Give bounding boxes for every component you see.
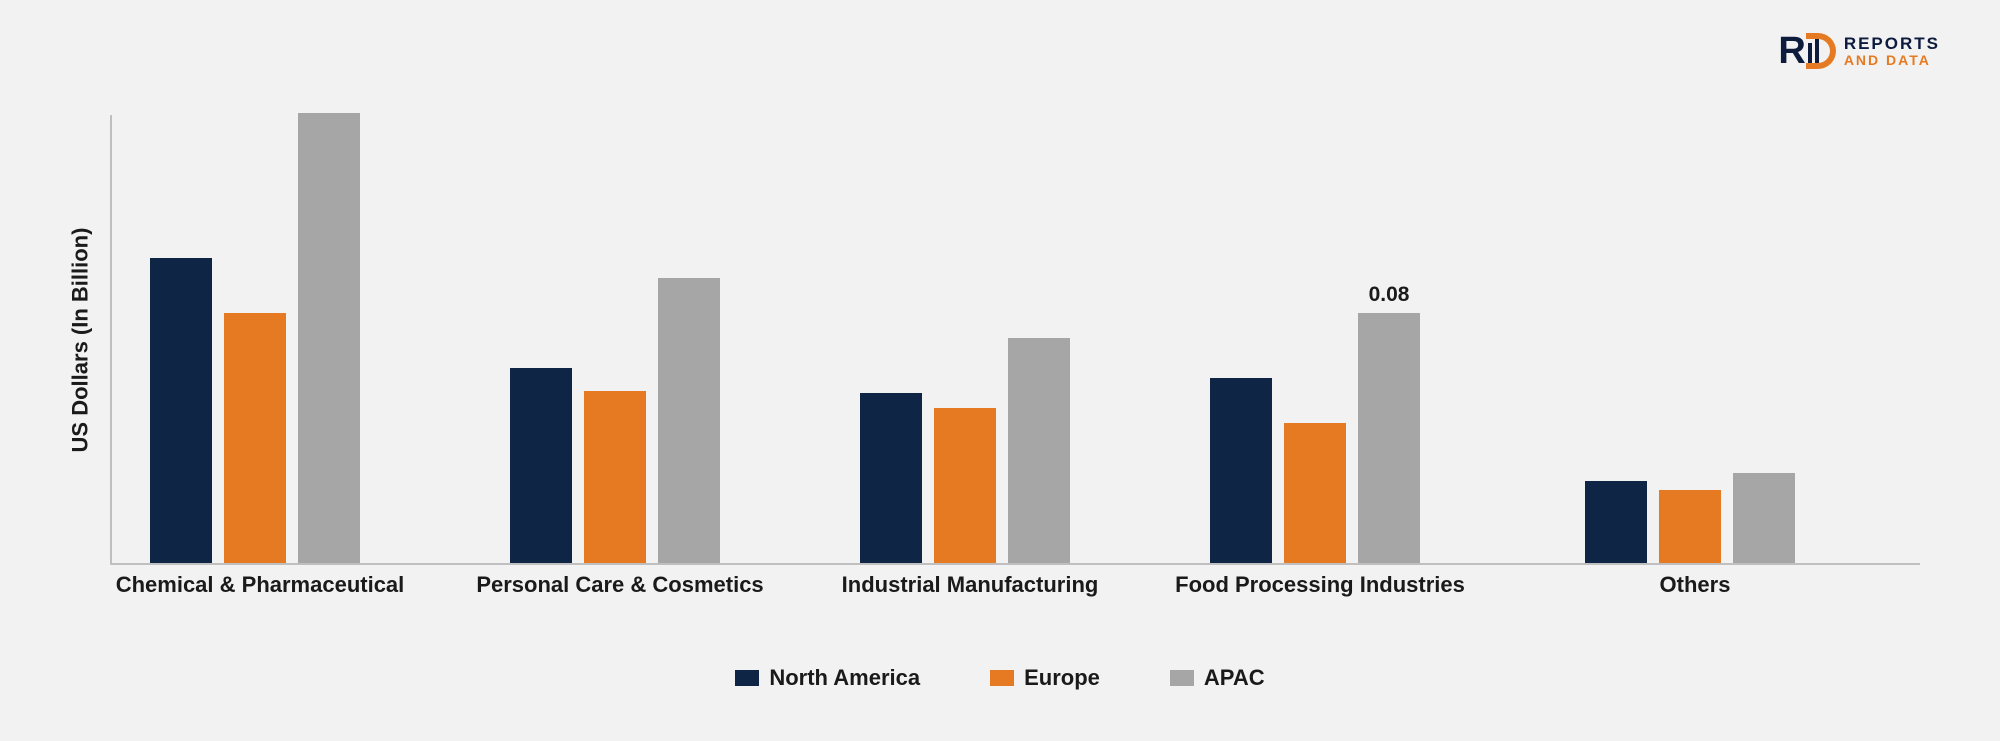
legend-item: North America	[735, 665, 920, 691]
bar	[934, 408, 996, 563]
legend-item: Europe	[990, 665, 1100, 691]
bar	[584, 391, 646, 563]
bar	[1659, 490, 1721, 563]
x-axis-category-label: Chemical & Pharmaceutical	[116, 572, 405, 598]
bar	[1210, 378, 1272, 563]
logo-text: REPORTS AND DATA	[1844, 35, 1940, 68]
y-axis-label: US Dollars (In Billion)	[60, 115, 100, 565]
legend-label: APAC	[1204, 665, 1265, 691]
legend-label: North America	[769, 665, 920, 691]
legend-swatch	[990, 670, 1014, 686]
brand-logo: R REPORTS AND DATA	[1778, 32, 1940, 70]
bar	[298, 113, 360, 563]
bar-group: 0.08	[1210, 313, 1420, 563]
logo-d-glyph	[1806, 33, 1836, 69]
bar-group	[860, 338, 1070, 563]
bar: 0.08	[1358, 313, 1420, 563]
bar	[510, 368, 572, 563]
x-axis-category-label: Industrial Manufacturing	[842, 572, 1099, 598]
logo-r-glyph: R	[1778, 32, 1803, 70]
x-axis-category-label: Personal Care & Cosmetics	[476, 572, 763, 598]
bar	[658, 278, 720, 563]
legend-swatch	[735, 670, 759, 686]
bar	[1733, 473, 1795, 563]
bar	[1008, 338, 1070, 563]
x-axis-category-label: Food Processing Industries	[1175, 572, 1465, 598]
logo-text-line1: REPORTS	[1844, 35, 1940, 53]
legend-swatch	[1170, 670, 1194, 686]
plot-region: 0.08	[110, 115, 1920, 565]
y-axis-label-text: US Dollars (In Billion)	[67, 228, 93, 453]
bar	[1284, 423, 1346, 563]
legend: North America Europe APAC	[0, 665, 2000, 691]
y-axis-line	[110, 115, 112, 563]
x-axis-labels: Chemical & Pharmaceutical Personal Care &…	[110, 572, 1920, 612]
legend-item: APAC	[1170, 665, 1265, 691]
bar	[150, 258, 212, 563]
logo-text-line2: AND DATA	[1844, 53, 1940, 68]
bar	[860, 393, 922, 563]
legend-label: Europe	[1024, 665, 1100, 691]
chart-area: 0.08	[110, 115, 1920, 565]
bar	[224, 313, 286, 563]
bar-group	[150, 113, 360, 563]
bar-value-label: 0.08	[1369, 283, 1410, 307]
bar-group	[510, 278, 720, 563]
x-axis-category-label: Others	[1660, 572, 1731, 598]
logo-mark: R	[1778, 32, 1835, 70]
bar	[1585, 481, 1647, 563]
bar-group	[1585, 473, 1795, 563]
